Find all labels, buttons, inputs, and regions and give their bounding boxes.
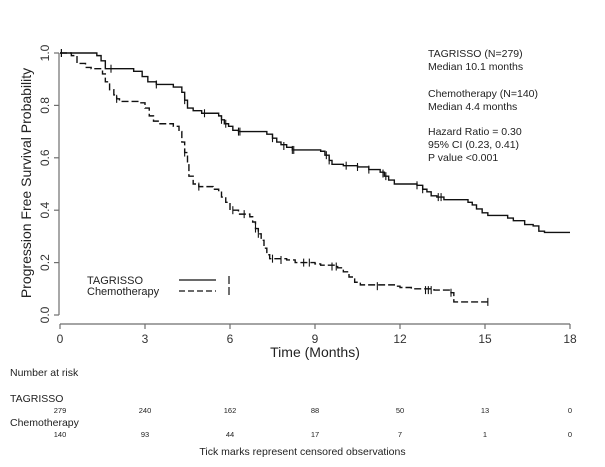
y-axis-title: Progression Free Survival Probability: [18, 68, 34, 298]
risk-count: 1: [482, 430, 488, 439]
risk-count: 88: [310, 406, 320, 415]
risk-count: 140: [53, 430, 67, 439]
x-tick-label: 6: [227, 332, 234, 346]
annotation-chemo-n: Chemotherapy (N=140): [428, 88, 539, 100]
risk-count: 162: [223, 406, 237, 415]
legend-label-chemotherapy: Chemotherapy: [87, 286, 160, 298]
risk-count: 7: [397, 430, 403, 439]
risk-count: 17: [310, 430, 320, 439]
y-tick-label: 1.0: [38, 44, 52, 61]
x-axis-title: Time (Months): [270, 344, 360, 360]
annotation-chemo-median: Median 4.4 months: [428, 101, 518, 113]
risk-count: 279: [53, 406, 67, 415]
axes: 0 3 6 9 12 15 18 0.0 0.2 0.4 0.6 0.8 1.0: [38, 44, 577, 346]
annotation-hazard-ratio: Hazard Ratio = 0.30: [428, 126, 522, 138]
x-tick-label: 15: [478, 332, 492, 346]
y-tick-label: 0.2: [38, 254, 52, 271]
annotation-p-value: P value <0.001: [428, 152, 499, 164]
risk-count: 13: [480, 406, 490, 415]
annotation-chemotherapy: Chemotherapy (N=140) Median 4.4 months: [428, 88, 538, 114]
x-tick-label: 9: [312, 332, 319, 346]
x-tick-label: 18: [563, 332, 577, 346]
km-curve-chemotherapy: [60, 52, 488, 303]
annotation-ci: 95% CI (0.23, 0.41): [428, 139, 520, 151]
risk-count: 0: [567, 406, 573, 415]
risk-row-label-tagrisso: TAGRISSO: [10, 393, 64, 405]
legend-label-tagrisso: TAGRISSO: [87, 275, 143, 287]
x-tick-label: 0: [57, 332, 64, 346]
curves: [60, 49, 570, 306]
x-tick-label: 12: [393, 332, 407, 346]
x-tick-label: 3: [142, 332, 149, 346]
y-tick-label: 0.6: [38, 149, 52, 166]
annotation-tagrisso-median: Median 10.1 months: [428, 61, 524, 73]
risk-count: 44: [225, 430, 235, 439]
risk-table-title: Number at risk: [10, 367, 79, 379]
y-tick-label: 0.0: [38, 306, 52, 323]
risk-row-label-chemotherapy: Chemotherapy: [10, 417, 79, 429]
risk-count: 50: [395, 406, 405, 415]
legend: TAGRISSO Chemotherapy: [87, 275, 230, 298]
annotation-tagrisso-n: TAGRISSO (N=279): [428, 48, 523, 60]
risk-count: 0: [567, 430, 573, 439]
annotation-tagrisso: TAGRISSO (N=279) Median 10.1 months: [428, 48, 523, 74]
km-curve-tagrisso: [60, 52, 570, 234]
footnote: Tick marks represent censored observatio…: [199, 446, 406, 458]
y-tick-label: 0.4: [38, 202, 52, 219]
risk-count: 93: [140, 430, 150, 439]
y-tick-label: 0.8: [38, 97, 52, 114]
risk-count: 240: [138, 406, 152, 415]
annotation-statistics: Hazard Ratio = 0.30 95% CI (0.23, 0.41) …: [428, 126, 522, 165]
